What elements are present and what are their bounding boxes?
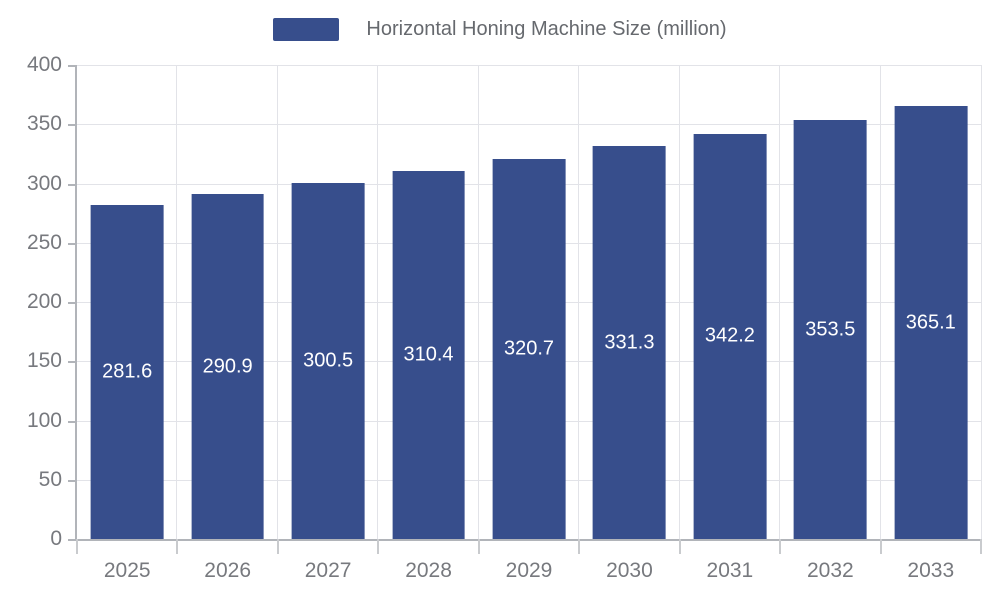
y-axis-label: 300	[26, 171, 62, 195]
x-axis-tick	[980, 539, 982, 554]
x-gridline	[779, 65, 781, 539]
y-axis-label: 50	[38, 467, 62, 491]
bar: 281.6	[90, 205, 164, 539]
y-axis-label: 400	[26, 53, 62, 76]
x-axis-tick	[76, 539, 78, 554]
bar: 310.4	[392, 171, 465, 539]
bar-value-label: 281.6	[102, 360, 153, 383]
bar-value-label: 365.1	[905, 311, 956, 334]
x-axis-label: 2029	[505, 559, 553, 582]
x-axis-tick	[678, 539, 681, 554]
bar-value-label: 342.2	[704, 324, 755, 347]
x-gridline	[377, 65, 379, 539]
bar-value-label: 290.9	[202, 355, 253, 378]
y-axis-tick	[68, 302, 77, 304]
y-axis-tick	[68, 65, 77, 67]
y-axis-label: 150	[26, 349, 62, 373]
plot-area: 0 50 100 150 200 250 300 350 400 281.6 2025 290.9 20…	[27, 53, 982, 582]
bar: 331.3	[593, 146, 666, 539]
bar-value-label: 300.5	[303, 349, 354, 372]
y-axis-tick	[68, 420, 77, 423]
y-axis-tick	[68, 183, 77, 186]
y-axis-label: 0	[50, 527, 62, 550]
x-axis-label: 2033	[907, 559, 955, 582]
y-axis-tick	[68, 124, 77, 127]
x-axis-label: 2027	[304, 559, 352, 582]
y-axis-label: 250	[26, 230, 62, 254]
x-gridline	[678, 65, 680, 539]
legend-label: Horizontal Honing Machine Size (million)	[366, 18, 727, 40]
bar-value-label: 310.4	[403, 343, 454, 366]
x-axis-label: 2028	[405, 559, 452, 582]
legend[interactable]: Horizontal Honing Machine Size (million)	[0, 18, 1000, 41]
y-axis-tick	[68, 361, 77, 364]
x-axis-label: 2030	[606, 559, 653, 582]
y-axis-label: 200	[26, 290, 62, 313]
y-axis-label: 350	[26, 112, 62, 136]
x-axis-tick	[276, 539, 279, 554]
x-axis-tick	[477, 539, 480, 554]
x-axis-tick	[578, 539, 581, 554]
bar-value-label: 353.5	[805, 318, 856, 341]
x-axis-tick	[176, 539, 179, 554]
y-axis-tick	[68, 479, 77, 482]
x-axis-label: 2025	[103, 559, 151, 582]
bar-value-label: 320.7	[503, 337, 555, 360]
y-gridline	[77, 65, 981, 66]
x-axis-label: 2026	[204, 559, 252, 582]
bar: 365.1	[894, 106, 968, 539]
bar-value-label: 331.3	[604, 331, 655, 354]
y-gridline	[77, 124, 981, 126]
x-gridline	[176, 65, 178, 539]
bar: 353.5	[793, 120, 867, 539]
x-gridline	[578, 65, 580, 539]
y-axis-tick	[68, 539, 77, 541]
x-axis-label: 2031	[706, 559, 754, 582]
x-axis-label: 2032	[806, 559, 854, 582]
bar: 342.2	[693, 133, 767, 539]
bar: 290.9	[191, 194, 265, 539]
x-axis-tick	[779, 539, 782, 554]
x-gridline	[477, 65, 479, 539]
y-axis-tick	[68, 242, 77, 245]
x-gridline	[276, 65, 278, 539]
bar: 300.5	[291, 182, 365, 539]
x-gridline	[879, 65, 881, 539]
x-axis-tick	[879, 539, 882, 554]
legend-swatch	[273, 18, 340, 41]
x-axis-tick	[377, 539, 380, 554]
bar: 320.7	[492, 158, 566, 539]
y-axis-label: 100	[26, 408, 62, 432]
